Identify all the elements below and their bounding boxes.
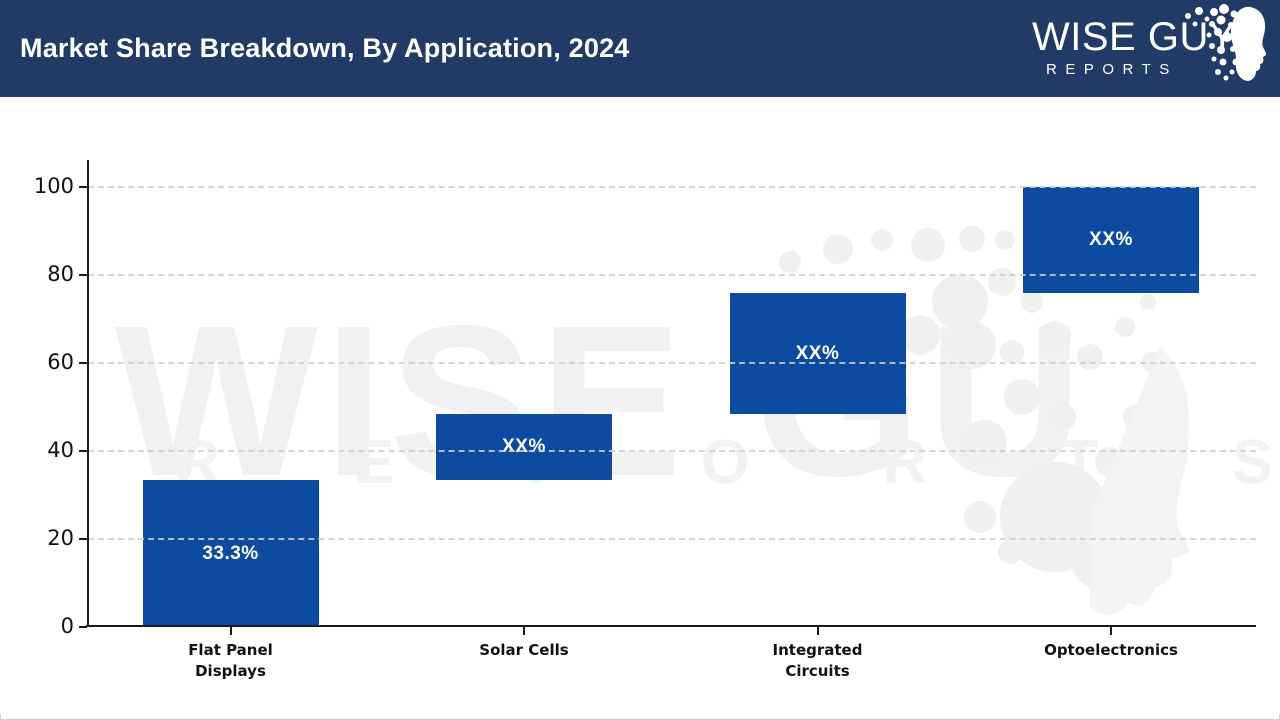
x-axis-category-label: Integrated Circuits <box>772 641 863 680</box>
y-axis-tick <box>79 362 87 364</box>
x-axis-category-label: Flat Panel Displays <box>188 641 273 680</box>
bar-value-label: XX% <box>1089 229 1133 251</box>
x-axis-tick <box>523 627 525 635</box>
y-axis-tick-label: 0 <box>60 614 74 638</box>
logo-subtext: REPORTS <box>1046 61 1178 78</box>
y-axis-tick <box>79 538 87 540</box>
bar-segment: XX% <box>729 293 906 414</box>
y-axis-tick-label: 80 <box>47 262 74 286</box>
chart-area: WISE GU R E P O R T S <box>0 97 1280 714</box>
bar-segment: 33.3% <box>142 480 319 627</box>
bar-segment: XX% <box>436 413 612 481</box>
logo-dot-cluster <box>1206 3 1240 80</box>
x-axis-category-label: Optoelectronics <box>1044 641 1178 659</box>
y-axis-tick <box>79 626 87 628</box>
gridline <box>88 274 1256 276</box>
gridline <box>88 538 1256 540</box>
y-axis-tick-label: 20 <box>47 526 74 550</box>
y-axis-tick-label: 60 <box>47 350 74 374</box>
y-axis-tick-label: 100 <box>33 174 74 198</box>
x-axis-category-label: Solar Cells <box>479 641 569 659</box>
bar-segment: XX% <box>1023 187 1199 294</box>
x-axis-line <box>86 625 1256 627</box>
y-axis-line <box>87 160 89 627</box>
logo-face-profile <box>1230 6 1267 81</box>
y-axis-tick-label: 40 <box>47 438 74 462</box>
bar-value-label: XX% <box>502 436 546 458</box>
y-axis-tick <box>79 450 87 452</box>
bar-value-label: XX% <box>795 342 840 364</box>
bar-value-label: 33.3% <box>202 542 259 564</box>
x-axis-tick <box>816 627 819 635</box>
header-banner: Market Share Breakdown, By Application, … <box>0 0 1280 97</box>
y-axis-tick <box>79 186 87 188</box>
gridline <box>88 362 1256 364</box>
x-axis-tick <box>229 627 232 635</box>
y-axis-tick <box>79 274 87 276</box>
gridline <box>88 450 1256 452</box>
logo-graphic: WISE GUY REPORTS <box>1032 3 1267 81</box>
logo-wordmark: WISE GUY <box>1032 15 1236 59</box>
x-axis-tick <box>1110 627 1112 635</box>
watermark-subtext: R E P O R T S <box>175 428 1280 497</box>
gridline <box>88 186 1256 188</box>
wise-guy-reports-logo: WISE GUY REPORTS <box>1028 3 1267 94</box>
chart-title: Market Share Breakdown, By Application, … <box>20 33 630 63</box>
